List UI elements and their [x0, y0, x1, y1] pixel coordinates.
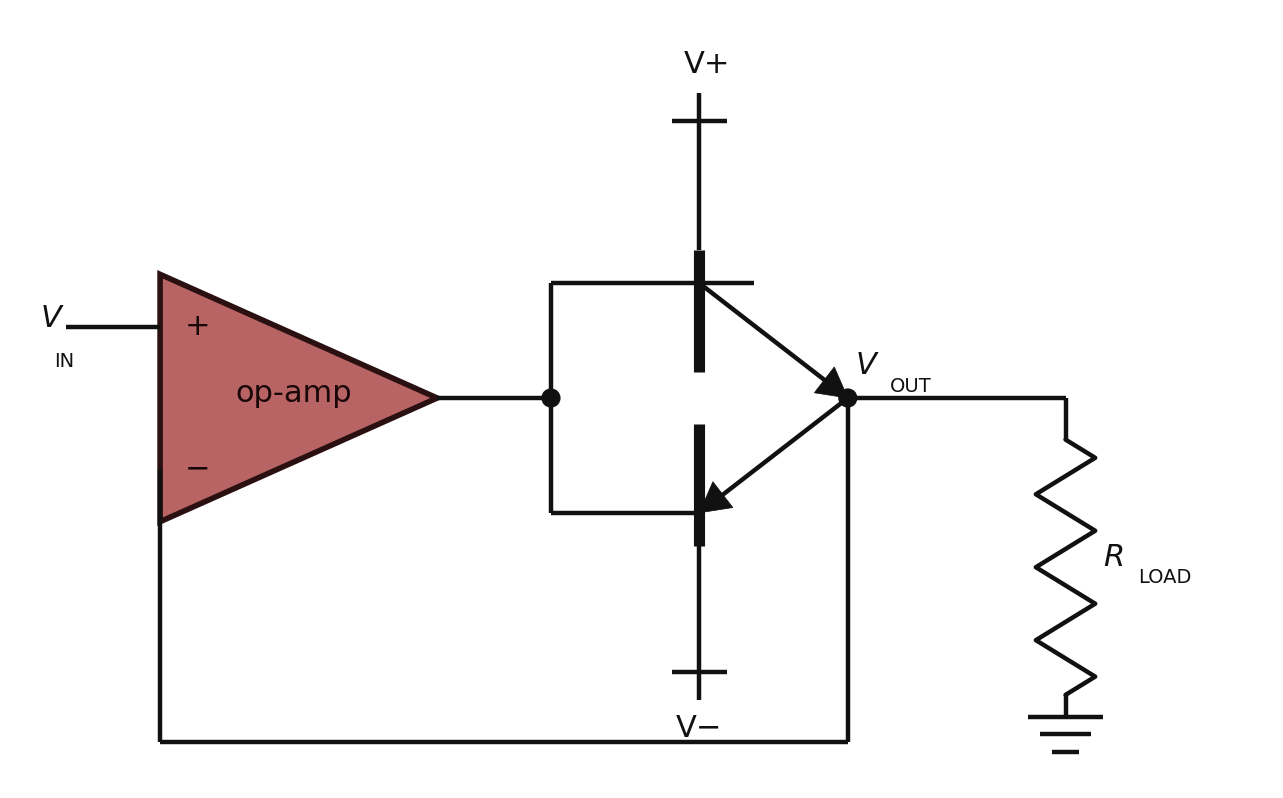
Text: −: −	[185, 455, 210, 484]
Polygon shape	[699, 482, 733, 513]
Text: +: +	[185, 312, 210, 342]
Text: V: V	[40, 304, 62, 334]
Text: IN: IN	[54, 351, 74, 370]
Text: V: V	[856, 351, 876, 380]
Text: LOAD: LOAD	[1138, 567, 1191, 587]
Circle shape	[541, 389, 559, 407]
Text: op-amp: op-amp	[235, 378, 352, 408]
Circle shape	[839, 389, 857, 407]
Text: R: R	[1103, 543, 1124, 572]
Polygon shape	[815, 367, 848, 398]
Polygon shape	[160, 275, 438, 522]
Text: V−: V−	[676, 713, 722, 743]
Text: OUT: OUT	[890, 377, 933, 396]
Text: V+: V+	[684, 50, 730, 79]
